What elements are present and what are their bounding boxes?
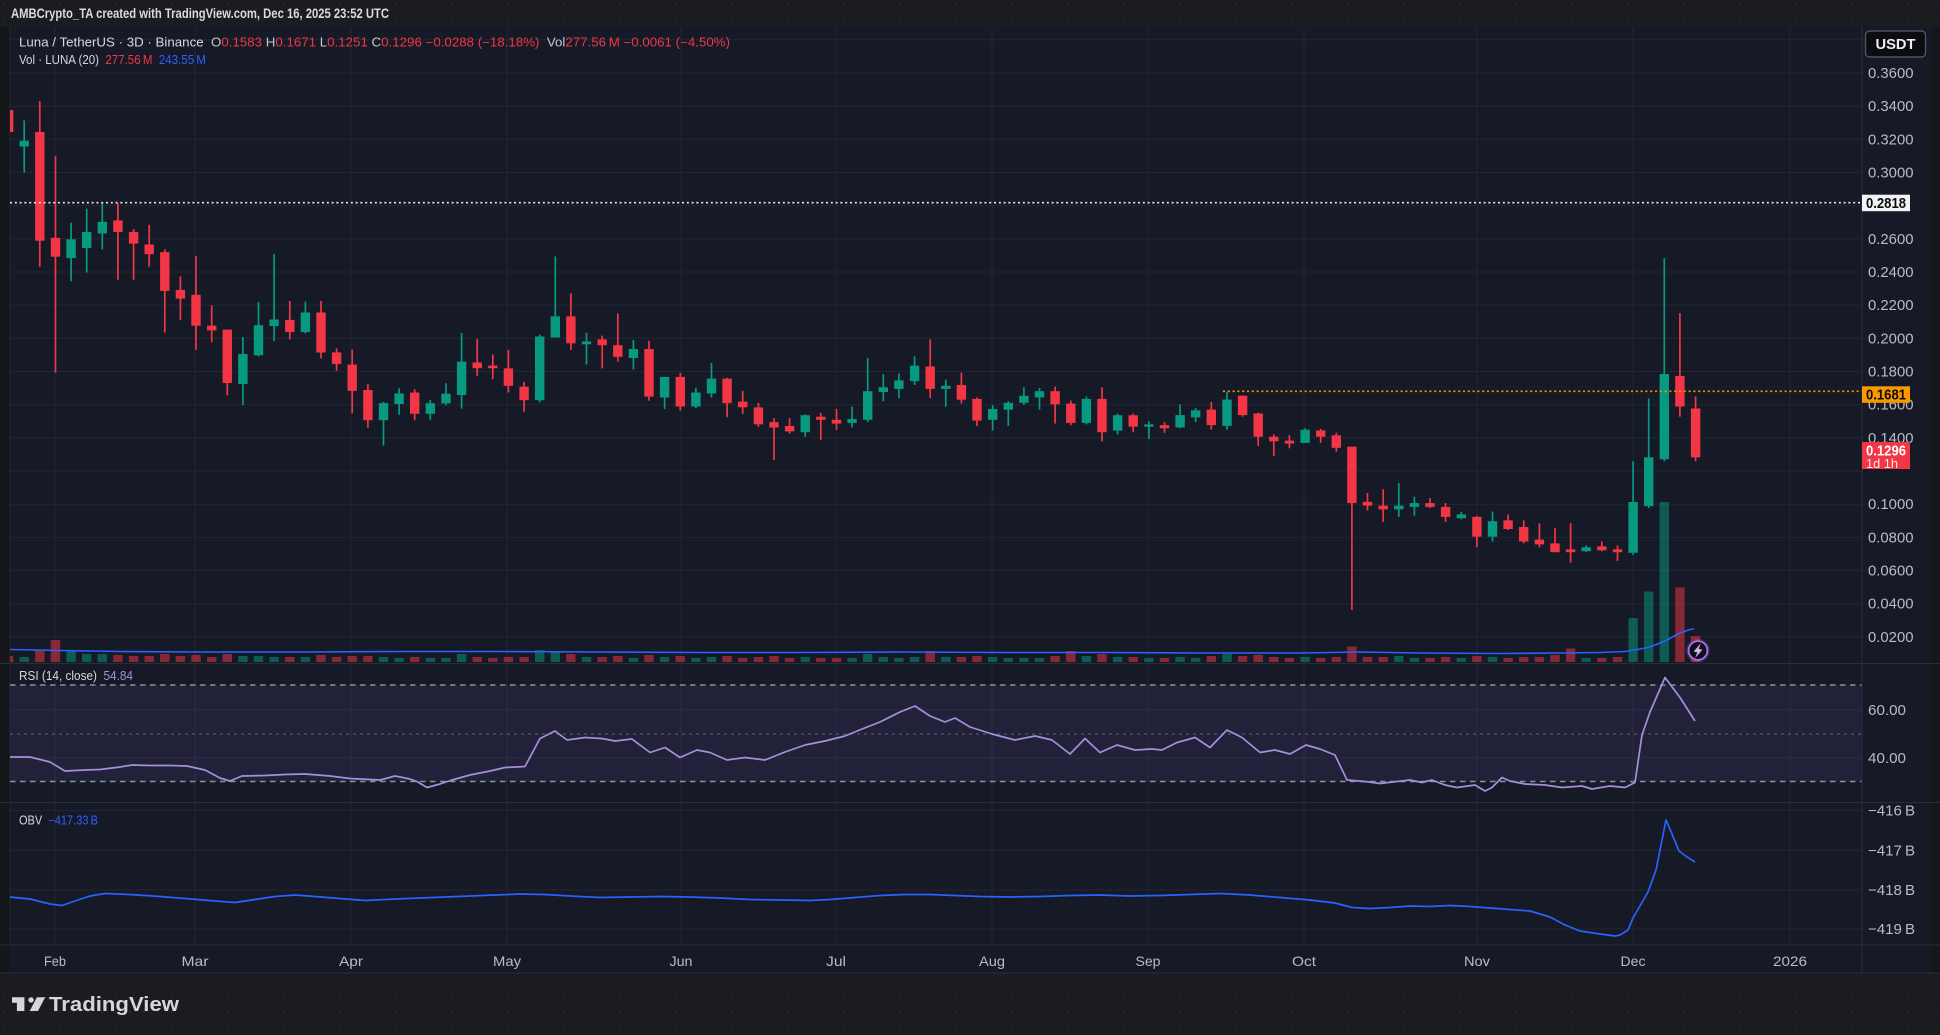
svg-text:2026: 2026 [1773, 953, 1807, 969]
svg-text:TradingView: TradingView [49, 994, 179, 1016]
svg-text:0.3200: 0.3200 [1868, 131, 1914, 148]
svg-text:0.0400: 0.0400 [1868, 596, 1914, 613]
svg-text:1d 1h: 1d 1h [1866, 457, 1898, 471]
svg-text:Apr: Apr [339, 953, 363, 969]
svg-text:USDT: USDT [1876, 37, 1916, 53]
svg-text:Sep: Sep [1136, 953, 1161, 969]
svg-text:−417 B: −417 B [1868, 843, 1915, 860]
svg-text:0.2600: 0.2600 [1868, 231, 1914, 248]
svg-text:OBV −417.33 B: OBV −417.33 B [19, 814, 98, 828]
svg-text:Oct: Oct [1292, 953, 1316, 969]
svg-text:Luna / TetherUS · 3D · Binance: Luna / TetherUS · 3D · Binance O0.1583 H… [19, 36, 730, 50]
svg-text:Feb: Feb [44, 953, 66, 969]
svg-text:−419 B: −419 B [1868, 921, 1915, 938]
svg-text:0.1000: 0.1000 [1868, 496, 1914, 513]
svg-text:0.3000: 0.3000 [1868, 165, 1914, 182]
svg-text:0.3400: 0.3400 [1868, 98, 1914, 115]
svg-text:0.0800: 0.0800 [1868, 529, 1914, 546]
svg-text:0.0200: 0.0200 [1868, 629, 1914, 646]
svg-text:0.2818: 0.2818 [1866, 196, 1906, 212]
svg-text:AMBCrypto_TA created with Trad: AMBCrypto_TA created with TradingView.co… [11, 6, 389, 21]
svg-text:May: May [493, 953, 521, 969]
svg-text:0.2200: 0.2200 [1868, 297, 1914, 314]
svg-text:0.1296: 0.1296 [1866, 443, 1906, 459]
svg-text:Vol · LUNA (20) 277.56 M 243: Vol · LUNA (20) 277.56 M 243.55 M [19, 53, 206, 67]
svg-text:0.2000: 0.2000 [1868, 330, 1914, 347]
svg-text:60.00: 60.00 [1868, 702, 1906, 719]
svg-text:Nov: Nov [1464, 953, 1490, 969]
svg-text:0.0600: 0.0600 [1868, 563, 1914, 580]
svg-text:Jun: Jun [670, 953, 693, 969]
svg-text:Jul: Jul [826, 953, 846, 969]
svg-text:0.1800: 0.1800 [1868, 364, 1914, 381]
svg-text:40.00: 40.00 [1868, 750, 1906, 767]
svg-text:0.3600: 0.3600 [1868, 65, 1914, 82]
svg-text:−416 B: −416 B [1868, 803, 1915, 820]
svg-text:0.2400: 0.2400 [1868, 264, 1914, 281]
svg-text:−418 B: −418 B [1868, 882, 1915, 899]
svg-text:RSI (14, close) 54.84: RSI (14, close) 54.84 [19, 669, 133, 683]
svg-text:Dec: Dec [1621, 953, 1646, 969]
svg-text:Mar: Mar [182, 953, 209, 969]
svg-text:0.1681: 0.1681 [1866, 388, 1906, 404]
svg-text:Aug: Aug [979, 953, 1005, 969]
